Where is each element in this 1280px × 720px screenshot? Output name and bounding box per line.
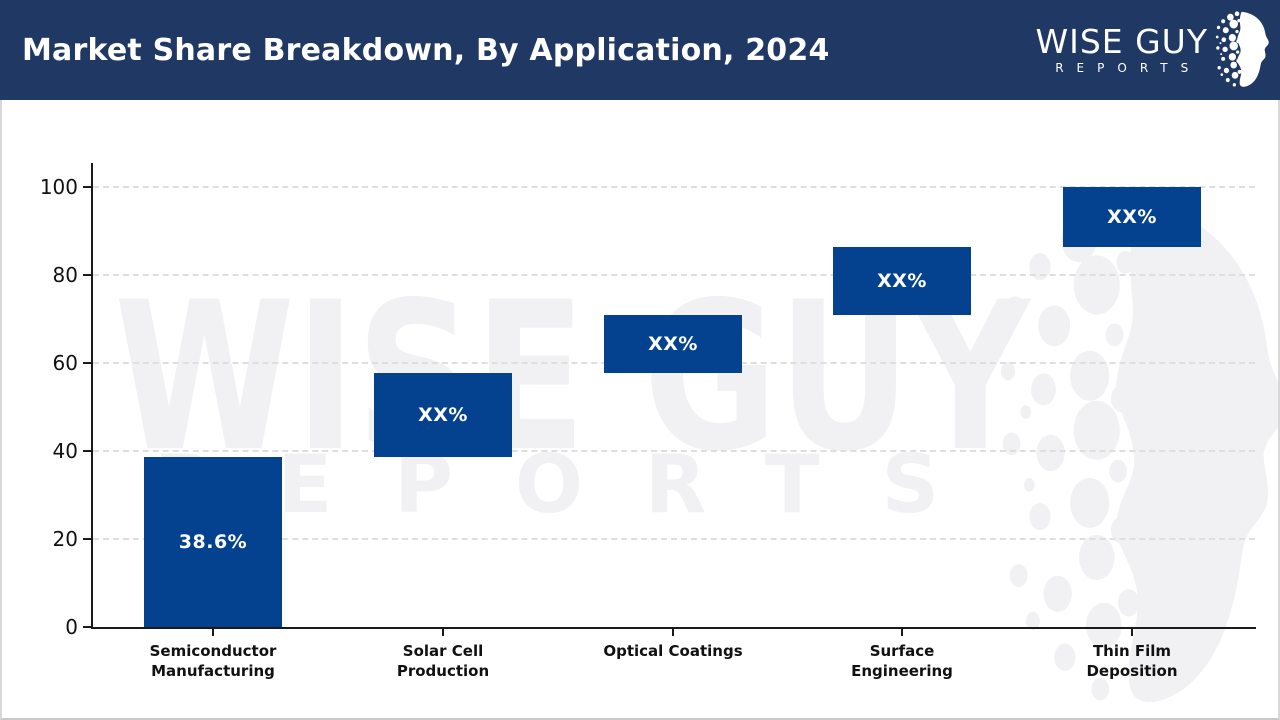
x-label-solar-cell-production: Solar Cell Production	[328, 641, 558, 681]
bar-label-optical-coatings: XX%	[648, 332, 698, 355]
bar-solar-cell-production: XX%	[374, 373, 512, 458]
x-label-line: Semiconductor	[149, 642, 277, 660]
y-tick-label-80: 80	[52, 263, 78, 287]
gridline-20	[93, 538, 1255, 540]
bar-label-surface-engineering: XX%	[877, 269, 927, 292]
x-tick-thin-film-deposition	[1131, 629, 1133, 636]
header-bar: Market Share Breakdown, By Application, …	[0, 0, 1280, 100]
x-tick-semiconductor-manufacturing	[212, 629, 214, 636]
y-tick-label-20: 20	[52, 527, 78, 551]
x-label-line: Engineering	[851, 662, 953, 680]
bar-label-semiconductor-manufacturing: 38.6%	[178, 531, 248, 554]
y-tick-label-60: 60	[52, 351, 78, 375]
watermark-face-icon	[1000, 200, 1278, 703]
x-label-line: Manufacturing	[151, 662, 275, 680]
wiseguy-logo-text: WISE GUY REPORTS	[1035, 21, 1208, 76]
wiseguy-face-icon	[1215, 11, 1269, 87]
bar-label-thin-film-deposition: XX%	[1107, 205, 1157, 228]
x-label-line: Deposition	[1086, 662, 1178, 680]
y-tick-label-40: 40	[52, 439, 78, 463]
y-tick-20	[83, 538, 92, 540]
wiseguy-logo: WISE GUY REPORTS	[1035, 9, 1270, 91]
x-label-line: Surface	[869, 642, 935, 660]
bar-thin-film-deposition: XX%	[1063, 187, 1201, 247]
x-label-line: Production	[396, 662, 490, 680]
chart-title: Market Share Breakdown, By Application, …	[22, 32, 830, 68]
bar-label-solar-cell-production: XX%	[418, 404, 468, 427]
y-tick-0	[83, 626, 92, 628]
y-tick-80	[83, 274, 92, 276]
x-label-thin-film-deposition: Thin Film Deposition	[1017, 641, 1247, 681]
y-tick-label-0: 0	[65, 615, 78, 639]
y-tick-60	[83, 362, 92, 364]
gridline-100	[93, 186, 1255, 188]
bar-optical-coatings: XX%	[604, 314, 742, 374]
x-tick-optical-coatings	[672, 629, 674, 636]
x-label-surface-engineering: Surface Engineering	[787, 641, 1017, 681]
y-tick-label-100: 100	[39, 175, 78, 199]
x-axis-line	[91, 627, 1256, 629]
x-label-line: Optical Coatings	[603, 642, 743, 660]
x-label-optical-coatings: Optical Coatings	[558, 641, 788, 661]
y-axis-line	[91, 163, 93, 629]
logo-subtitle: REPORTS	[1055, 61, 1202, 76]
logo-wordmark: WISE GUY	[1035, 21, 1208, 61]
y-tick-40	[83, 450, 92, 452]
y-tick-100	[83, 186, 92, 188]
bar-surface-engineering: XX%	[833, 246, 971, 315]
bar-semiconductor-manufacturing: 38.6%	[144, 457, 282, 627]
x-tick-surface-engineering	[901, 629, 903, 636]
chart-area: WISE GUY REPORTS 0 20 40 60 80 100 38.6% Semico…	[0, 100, 1280, 720]
x-label-line: Thin Film	[1092, 642, 1172, 660]
x-tick-solar-cell-production	[442, 629, 444, 636]
x-label-line: Solar Cell	[402, 642, 484, 660]
x-label-semiconductor-manufacturing: Semiconductor Manufacturing	[98, 641, 328, 681]
gridline-40	[93, 450, 1255, 452]
gridline-80	[93, 274, 1255, 276]
